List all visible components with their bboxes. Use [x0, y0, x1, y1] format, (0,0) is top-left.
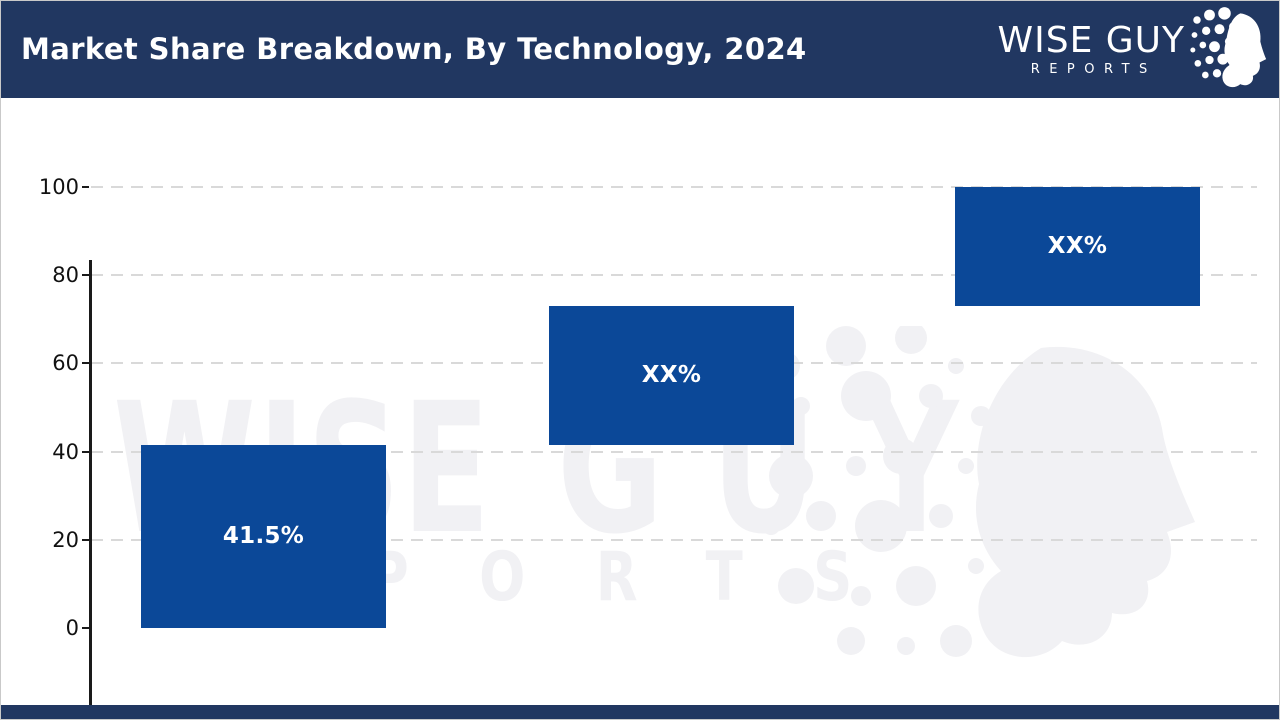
y-tick-label: 20: [52, 527, 79, 552]
y-tick-label: 0: [65, 616, 79, 640]
bar: 41.5%: [141, 444, 386, 628]
gridline: [91, 450, 1257, 453]
bar-value-label: 41.5%: [222, 523, 305, 550]
bar-value-label: XX%: [641, 362, 702, 389]
y-tick-label: 40: [52, 439, 79, 464]
bar-value-label: XX%: [1047, 233, 1108, 260]
y-tick-mark: [82, 450, 89, 453]
logo-subtitle: REPORTS: [1030, 61, 1157, 77]
wiseguy-logo: WISE GUY REPORTS: [997, 6, 1268, 93]
y-tick-mark: [82, 627, 89, 629]
gridline: [91, 538, 1257, 541]
y-tick-mark: [82, 362, 89, 365]
gridline: [91, 274, 1257, 277]
y-tick-mark: [82, 538, 89, 541]
chart-area: WISE G U Y REPORTS 02040608010041.5%Mono…: [1, 98, 1279, 719]
page-title: Market Share Breakdown, By Technology, 2…: [21, 31, 807, 66]
y-tick-mark: [82, 274, 89, 277]
bar: XX%: [549, 305, 794, 445]
header: Market Share Breakdown, By Technology, 2…: [1, 1, 1279, 98]
y-tick-label: 80: [52, 263, 79, 288]
footer-bar: [1, 705, 1279, 719]
y-tick-label: 100: [38, 174, 79, 199]
bar: XX%: [955, 186, 1200, 306]
gridline: [91, 185, 1257, 188]
watermark-head-icon: [751, 326, 1195, 658]
logo-head-icon: [1190, 6, 1267, 87]
y-axis-line: [89, 260, 92, 719]
y-tick-mark: [82, 185, 89, 188]
y-tick-label: 60: [52, 351, 79, 376]
logo-text: WISE GUY REPORTS: [997, 19, 1186, 77]
logo-wordmark: WISE GUY: [997, 19, 1185, 61]
